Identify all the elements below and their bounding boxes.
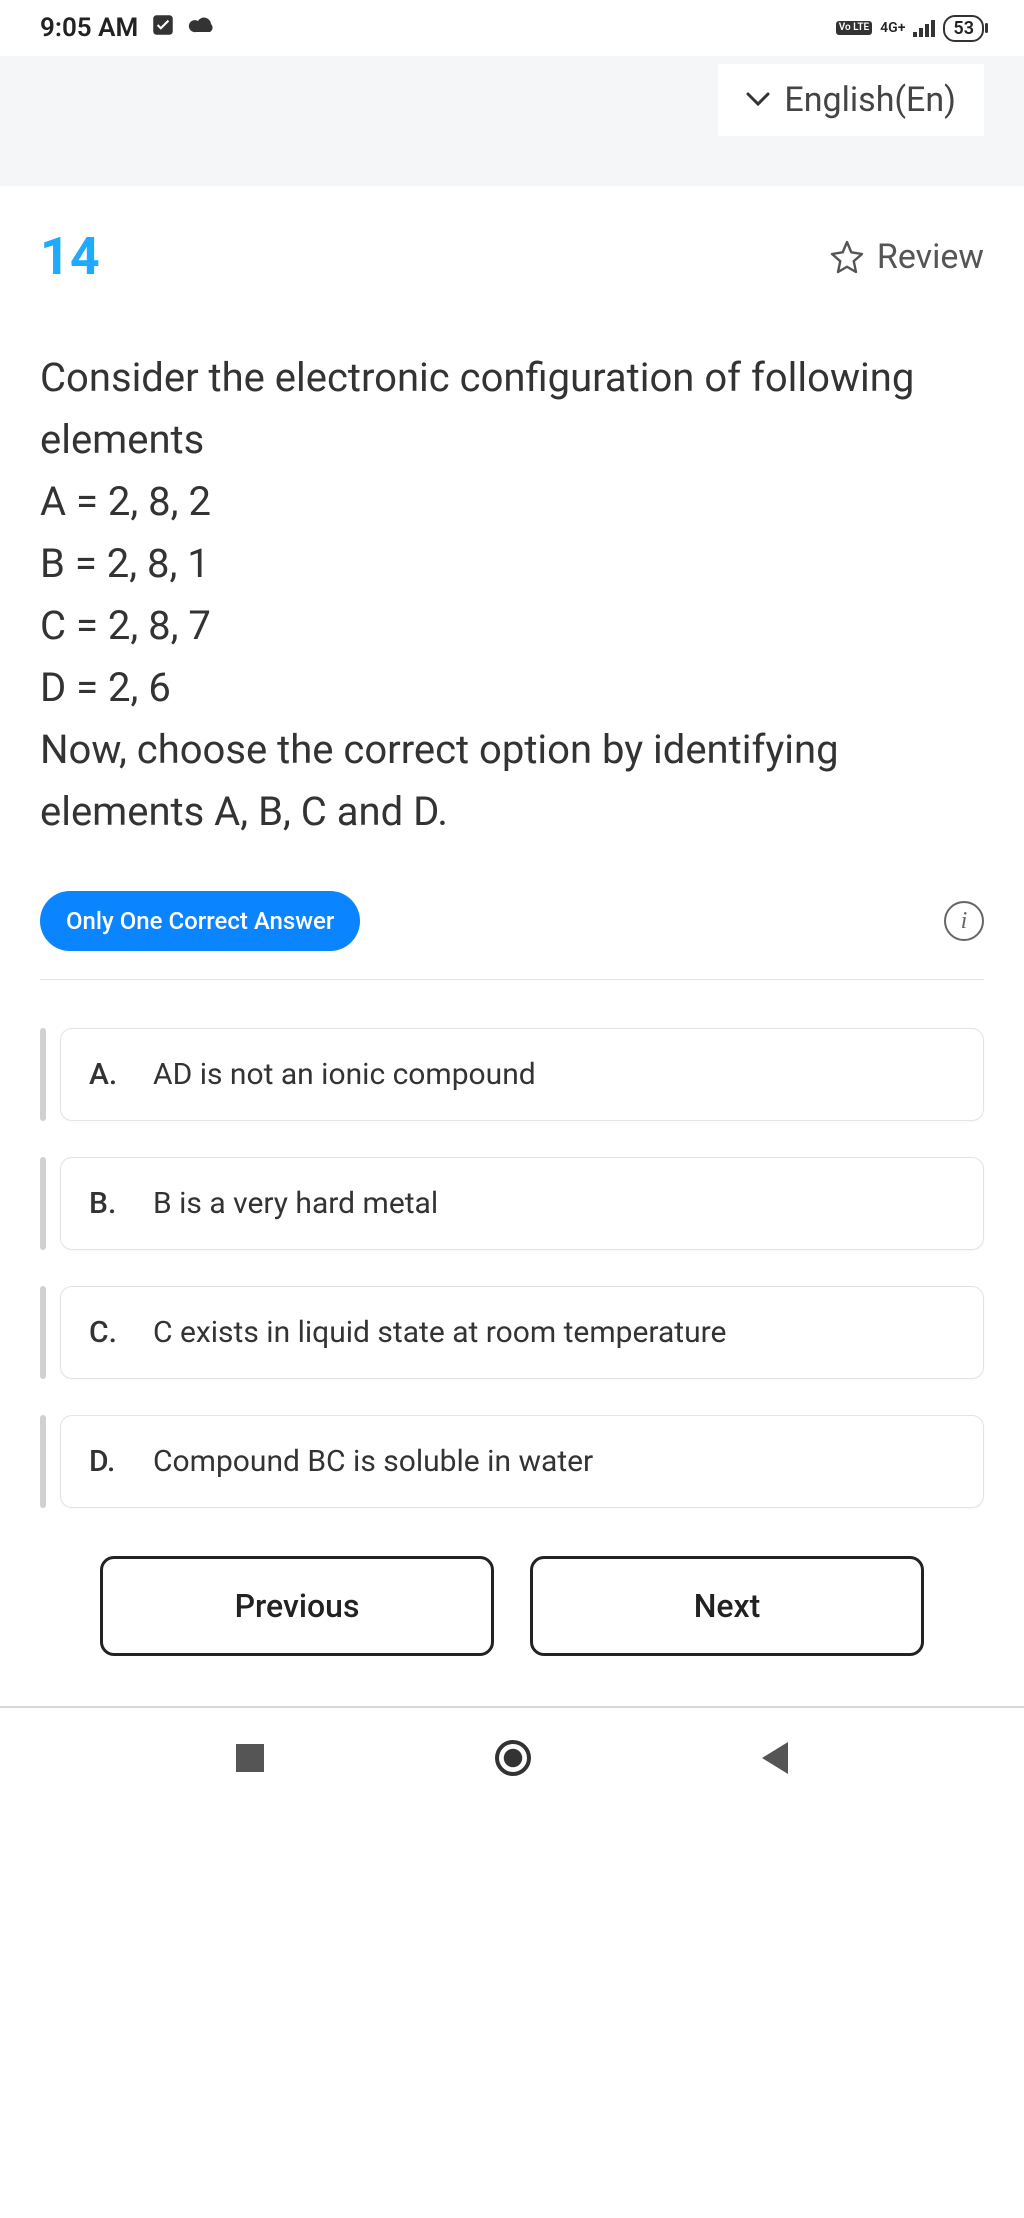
option-accent-bar bbox=[40, 1028, 46, 1121]
info-icon[interactable]: i bbox=[944, 901, 984, 941]
system-nav-bar bbox=[0, 1708, 1024, 1808]
option-text: Compound BC is soluble in water bbox=[153, 1444, 593, 1479]
status-left: 9:05 AM bbox=[40, 12, 216, 45]
battery-indicator: 53 bbox=[943, 15, 984, 42]
option-accent-bar bbox=[40, 1157, 46, 1250]
language-selector[interactable]: English(En) bbox=[718, 64, 984, 136]
question-line: Now, choose the correct option by identi… bbox=[40, 719, 984, 843]
status-time: 9:05 AM bbox=[40, 13, 138, 43]
option-text: C exists in liquid state at room tempera… bbox=[153, 1315, 726, 1350]
answer-type-badge: Only One Correct Answer bbox=[40, 891, 360, 951]
status-bar: 9:05 AM Vo LTE 4G+ 53 bbox=[0, 0, 1024, 56]
option-b[interactable]: B. B is a very hard metal bbox=[40, 1157, 984, 1250]
volte-icon: Vo LTE bbox=[836, 21, 872, 35]
option-accent-bar bbox=[40, 1286, 46, 1379]
divider bbox=[40, 979, 984, 980]
previous-button[interactable]: Previous bbox=[100, 1556, 494, 1656]
badge-row: Only One Correct Answer i bbox=[40, 891, 984, 951]
question-panel: 14 Review Consider the electronic config… bbox=[0, 186, 1024, 1706]
option-letter: C. bbox=[89, 1315, 125, 1350]
option-letter: B. bbox=[89, 1186, 125, 1221]
review-button[interactable]: Review bbox=[829, 237, 984, 277]
question-number: 14 bbox=[40, 226, 100, 287]
option-a[interactable]: A. AD is not an ionic compound bbox=[40, 1028, 984, 1121]
option-text: AD is not an ionic compound bbox=[153, 1057, 536, 1092]
nav-row: Previous Next bbox=[40, 1556, 984, 1656]
app-icon bbox=[150, 12, 176, 45]
next-button[interactable]: Next bbox=[530, 1556, 924, 1656]
option-d[interactable]: D. Compound BC is soluble in water bbox=[40, 1415, 984, 1508]
signal-icon bbox=[913, 19, 935, 37]
option-c[interactable]: C. C exists in liquid state at room temp… bbox=[40, 1286, 984, 1379]
option-card: C. C exists in liquid state at room temp… bbox=[60, 1286, 984, 1379]
option-letter: A. bbox=[89, 1057, 125, 1092]
option-card: B. B is a very hard metal bbox=[60, 1157, 984, 1250]
review-label: Review bbox=[877, 237, 984, 277]
chevron-down-icon bbox=[746, 86, 770, 114]
question-line: A = 2, 8, 2 bbox=[40, 471, 984, 533]
question-line: B = 2, 8, 1 bbox=[40, 533, 984, 595]
recent-apps-icon[interactable] bbox=[236, 1744, 264, 1772]
language-label: English(En) bbox=[784, 80, 956, 120]
star-icon bbox=[829, 239, 865, 275]
question-line: Consider the electronic configuration of… bbox=[40, 347, 984, 471]
option-accent-bar bbox=[40, 1415, 46, 1508]
option-text: B is a very hard metal bbox=[153, 1186, 438, 1221]
status-right: Vo LTE 4G+ 53 bbox=[836, 15, 984, 42]
question-header: 14 Review bbox=[40, 226, 984, 287]
question-line: C = 2, 8, 7 bbox=[40, 595, 984, 657]
back-icon[interactable] bbox=[762, 1742, 788, 1774]
question-line: D = 2, 6 bbox=[40, 657, 984, 719]
options-list: A. AD is not an ionic compound B. B is a… bbox=[40, 1028, 984, 1508]
network-4g-label: 4G+ bbox=[880, 20, 905, 36]
option-letter: D. bbox=[89, 1444, 125, 1479]
question-text: Consider the electronic configuration of… bbox=[40, 347, 984, 843]
home-icon[interactable] bbox=[495, 1740, 531, 1776]
cloud-icon bbox=[188, 13, 216, 43]
top-banner: English(En) bbox=[0, 56, 1024, 186]
option-card: A. AD is not an ionic compound bbox=[60, 1028, 984, 1121]
option-card: D. Compound BC is soluble in water bbox=[60, 1415, 984, 1508]
